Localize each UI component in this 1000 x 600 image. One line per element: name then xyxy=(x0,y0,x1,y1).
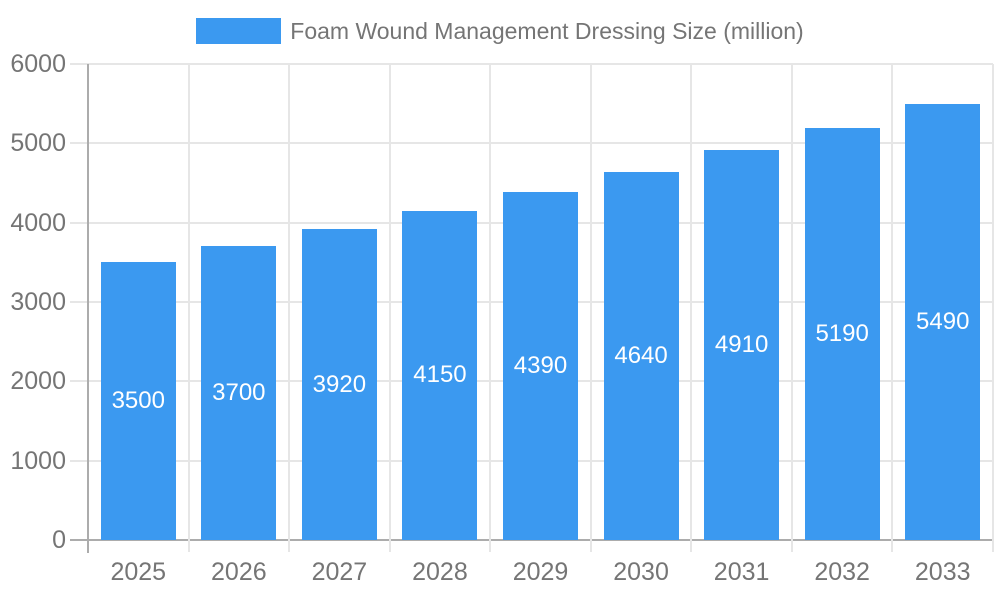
x-gridline xyxy=(891,64,894,552)
y-tick-label: 6000 xyxy=(10,50,66,78)
x-gridline xyxy=(690,64,693,552)
y-gridline xyxy=(70,142,993,145)
x-tick-label: 2025 xyxy=(110,558,167,586)
bar[interactable] xyxy=(503,191,578,540)
x-gridline xyxy=(790,64,793,552)
bar-value-label: 4640 xyxy=(614,341,668,369)
x-tick-label: 2027 xyxy=(311,558,368,586)
x-axis-line xyxy=(70,539,993,541)
x-gridline xyxy=(388,64,391,552)
bar[interactable] xyxy=(402,210,478,540)
bar[interactable] xyxy=(201,246,277,540)
bar-value-label: 4150 xyxy=(413,361,467,389)
bar-value-label: 3500 xyxy=(111,387,165,415)
y-tick-label: 4000 xyxy=(10,208,66,237)
bar[interactable] xyxy=(704,150,780,540)
bar-value-label: 3700 xyxy=(212,379,266,407)
y-tick-label: 3000 xyxy=(10,288,66,316)
plot-area: 0 1000 2000 3000 4000 5000 6000 3500 2025 3700 202… xyxy=(10,50,994,586)
y-tick-label: 1000 xyxy=(10,446,66,475)
x-tick-label: 2030 xyxy=(613,558,669,586)
bar-value-label: 5190 xyxy=(815,320,869,348)
y-axis-line xyxy=(87,64,89,553)
x-gridline xyxy=(489,64,492,552)
x-gridline xyxy=(589,64,592,552)
bar-value-label: 5490 xyxy=(916,308,970,336)
y-gridline xyxy=(70,63,993,65)
bar[interactable] xyxy=(603,171,679,540)
y-tick-label: 5000 xyxy=(10,129,66,158)
x-gridline xyxy=(288,64,291,552)
x-tick-label: 2032 xyxy=(814,558,870,586)
bar[interactable] xyxy=(100,262,176,540)
bar-value-label: 4390 xyxy=(513,351,568,379)
bar-value-label: 4910 xyxy=(714,331,769,359)
y-tick-label: 0 xyxy=(52,526,66,554)
bar[interactable] xyxy=(905,104,981,540)
y-tick-label: 2000 xyxy=(10,367,66,396)
x-tick-label: 2031 xyxy=(713,558,770,586)
x-tick-label: 2028 xyxy=(412,558,468,586)
x-gridline xyxy=(992,64,994,552)
x-tick-label: 2029 xyxy=(512,558,569,586)
x-tick-label: 2026 xyxy=(211,558,267,586)
bar-value-label: 3920 xyxy=(312,370,367,398)
x-tick-label: 2033 xyxy=(914,558,971,586)
legend-label: Foam Wound Management Dressing Size (mil… xyxy=(290,18,804,44)
bar[interactable] xyxy=(804,128,880,540)
chart-legend[interactable]: Foam Wound Management Dressing Size (mil… xyxy=(0,17,1000,45)
bar[interactable] xyxy=(301,229,377,540)
legend-swatch-icon xyxy=(196,18,282,44)
x-gridline xyxy=(187,64,190,552)
